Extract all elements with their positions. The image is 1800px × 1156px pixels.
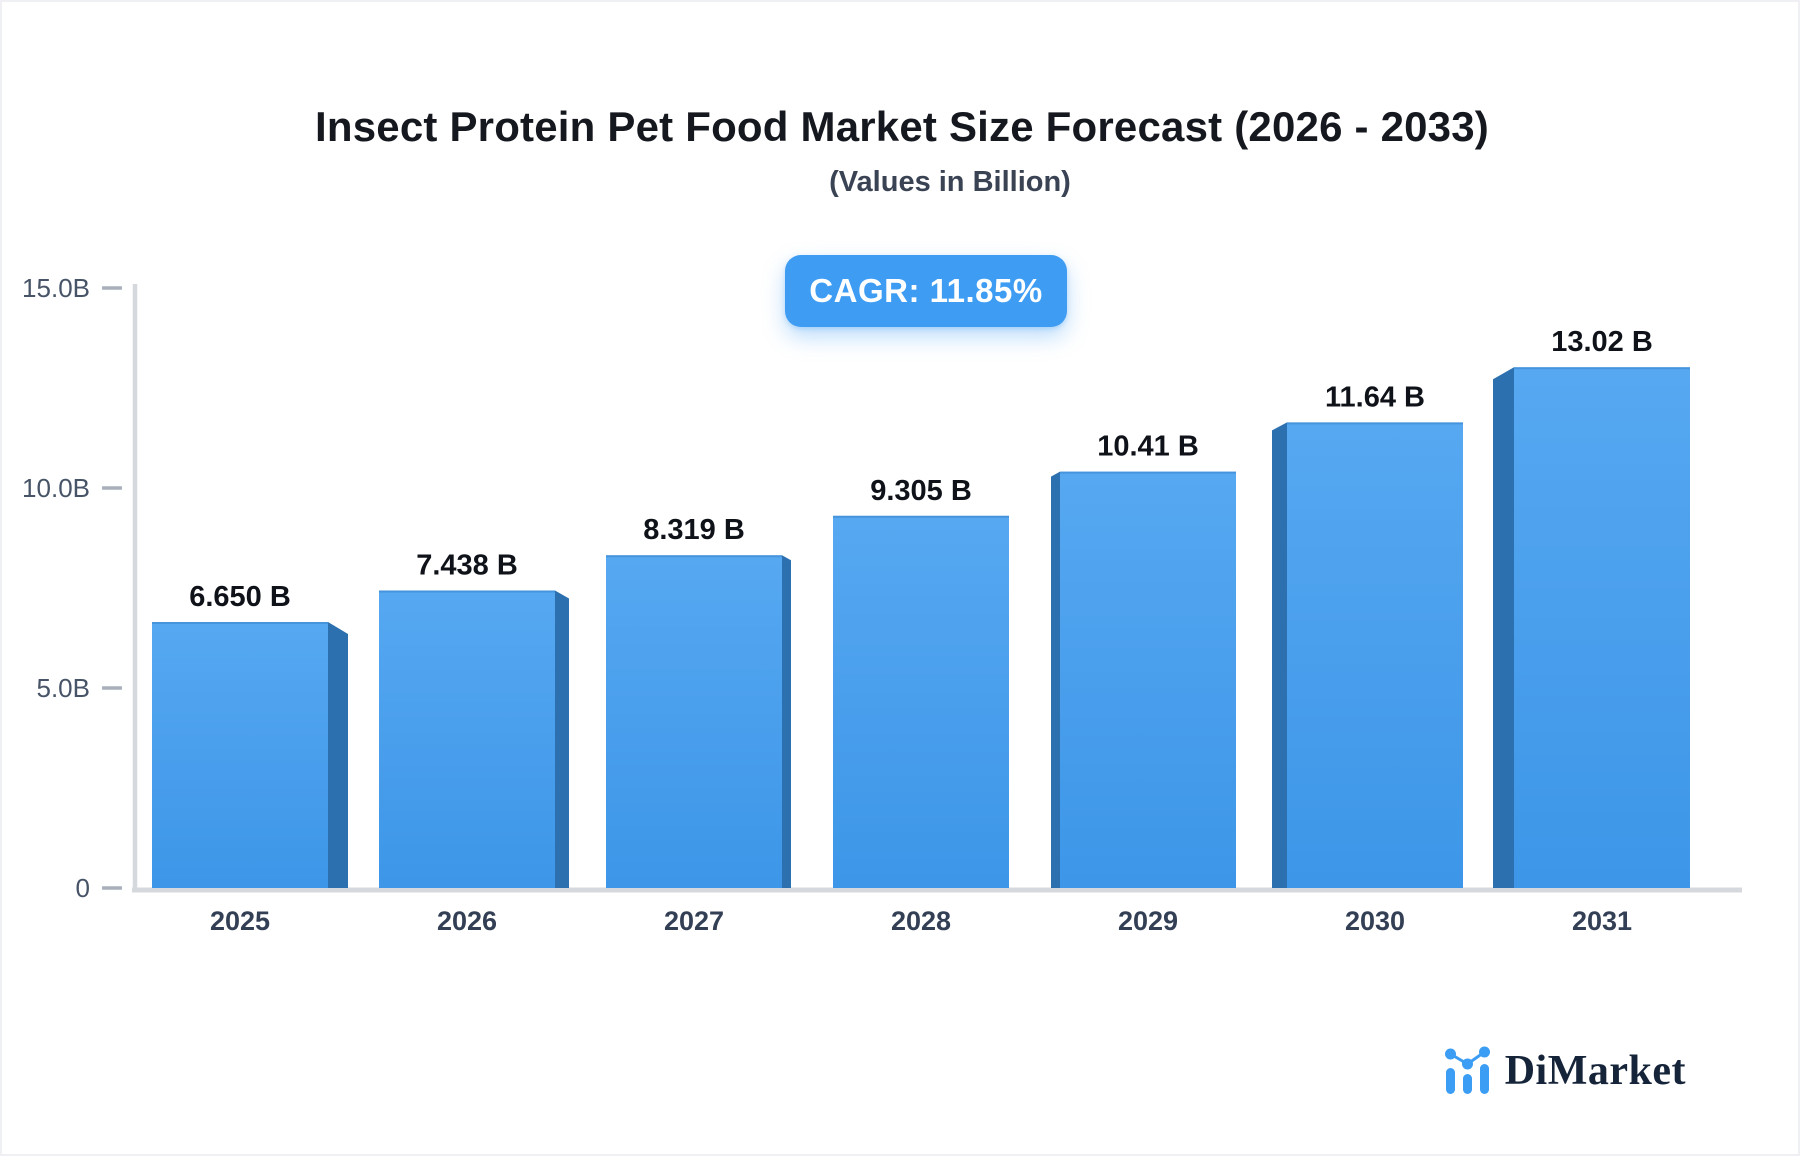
bar-side-panel: [1272, 422, 1287, 888]
brand-name: DiMarket: [1504, 1048, 1686, 1094]
bar-value-label: 11.64 B: [1325, 381, 1425, 413]
logo-dot-1: [1444, 1048, 1456, 1060]
bar-value-label: 7.438 B: [416, 549, 518, 581]
x-axis-label: 2025: [210, 906, 270, 936]
x-axis-label: 2031: [1572, 906, 1632, 936]
brand-logo: DiMarket: [1443, 1040, 1686, 1102]
bar-value-label: 6.650 B: [189, 581, 291, 613]
bar-value-label: 10.41 B: [1097, 431, 1199, 463]
bar-2027: [606, 555, 782, 888]
y-tick-label: 0: [76, 873, 90, 903]
bar-chart-logo-icon: [1444, 1046, 1490, 1094]
y-tick-label: 15.0B: [22, 273, 90, 303]
logo-bar-3: [1479, 1064, 1489, 1094]
x-axis-label: 2028: [891, 906, 951, 936]
x-axis-label: 2029: [1118, 906, 1178, 936]
bar-value-label: 13.02 B: [1551, 326, 1653, 358]
bar-side-panel: [328, 622, 348, 888]
bar-2030: [1287, 422, 1463, 888]
logo-bar-1: [1445, 1068, 1455, 1094]
bar-2026: [379, 590, 555, 888]
bar-side-panel: [1493, 367, 1514, 888]
logo-dot-2: [1461, 1058, 1473, 1070]
cagr-badge: CAGR: 11.85%: [785, 255, 1067, 327]
cagr-badge-label: CAGR: 11.85%: [809, 272, 1043, 309]
x-axis-label: 2030: [1345, 906, 1405, 936]
y-tick-label: 10.0B: [22, 473, 90, 503]
logo-dot-3: [1478, 1046, 1490, 1058]
bar-side-panel: [782, 555, 791, 888]
bar-2025: [152, 622, 328, 888]
page-title: Insect Protein Pet Food Market Size Fore…: [314, 103, 1489, 150]
bar-2029: [1060, 471, 1236, 888]
bar-2028: [833, 515, 1009, 888]
bar-2031: [1514, 367, 1690, 888]
x-axis-label: 2027: [664, 906, 724, 936]
bar-value-label: 8.319 B: [643, 514, 745, 546]
bar-side-panel: [1051, 471, 1060, 888]
bar-value-label: 9.305 B: [870, 475, 972, 507]
page-subtitle: (Values in Billion): [829, 166, 1071, 198]
y-tick-label: 5.0B: [37, 673, 91, 703]
x-axis-label: 2026: [437, 906, 497, 936]
bar-chart: 15.0B 10.0B 5.0B 0 6.650 B 2025 7.438 B 2026 8.3…: [22, 273, 1742, 936]
bar-side-panel: [555, 590, 569, 888]
logo-bar-2: [1462, 1074, 1472, 1094]
